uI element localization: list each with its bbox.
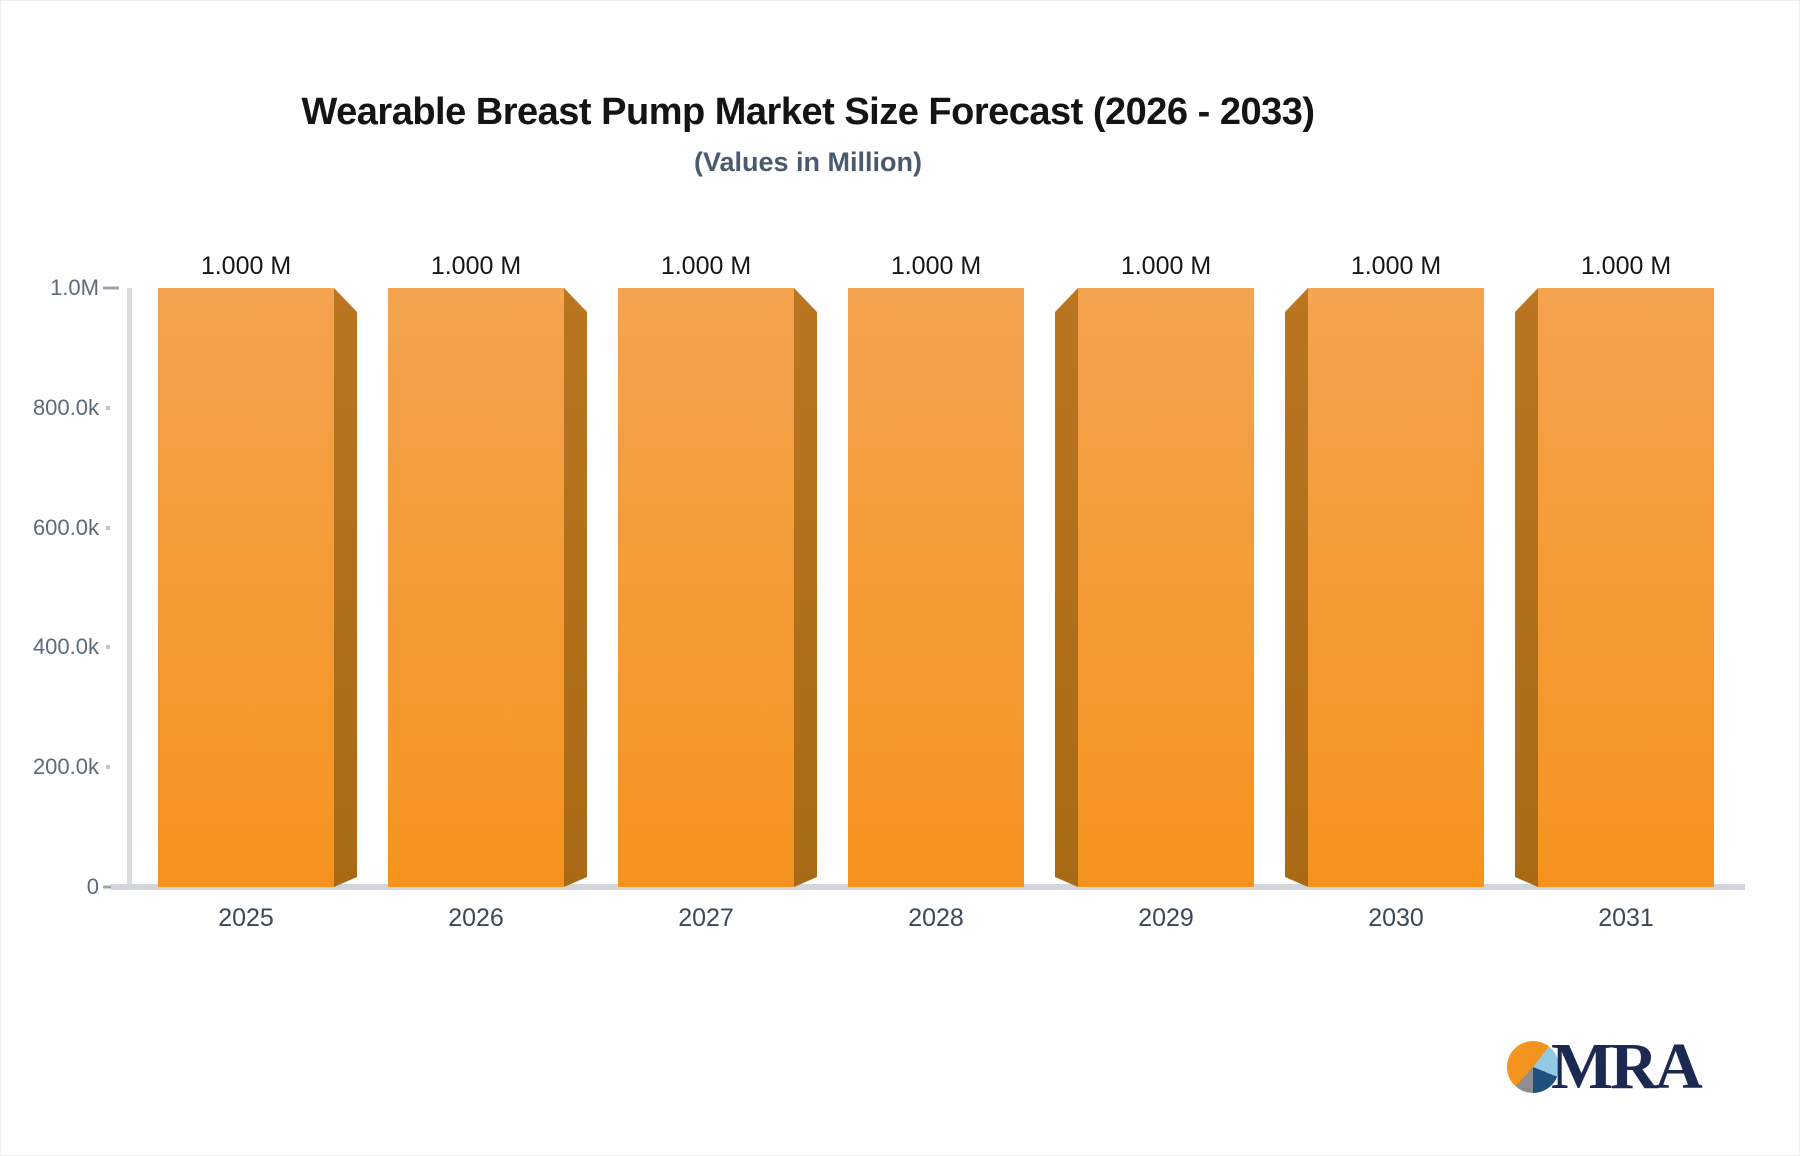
x-tick-label-2030: 2030 <box>1368 904 1424 932</box>
bar-side-face <box>564 288 587 887</box>
bar-value-label: 1.000 M <box>430 252 522 280</box>
x-tick-label-2026: 2026 <box>448 904 504 932</box>
x-tick-label-2027: 2027 <box>678 904 734 932</box>
bar-group-2030: 1.000 M 2030 <box>1281 252 1511 932</box>
y-axis-line <box>127 288 132 887</box>
bar-value-label: 1.000 M <box>1120 252 1212 280</box>
bar-group-2026: 1.000 M 2026 <box>361 252 591 932</box>
x-tick-label-2025: 2025 <box>218 904 274 932</box>
bar-side-face <box>1285 288 1308 887</box>
bar-value-label: 1.000 M <box>1580 252 1672 280</box>
bar-2030[interactable] <box>1308 288 1484 887</box>
y-tick-label-0: 0 <box>86 874 99 899</box>
y-tick-label-1.0M: 1.0M <box>50 275 99 300</box>
y-tick-label-800k: 800.0k <box>32 394 99 420</box>
bar-side-face <box>1055 288 1078 887</box>
y-tick-label-600k: 600.0k <box>32 514 99 540</box>
bar-side-face <box>794 288 817 887</box>
bar-2026[interactable] <box>388 288 564 887</box>
bar-2028[interactable] <box>848 288 1024 887</box>
bar-side-face <box>1515 288 1538 887</box>
tick-mark-icon <box>106 405 110 410</box>
chart-header: Wearable Breast Pump Market Size Forecas… <box>1 91 1615 178</box>
bar-2025[interactable] <box>158 288 334 887</box>
x-tick-label-2029: 2029 <box>1138 904 1194 932</box>
plot-area: 1.000 M 2025 1.000 M 2026 1.000 M 2027 1… <box>131 252 1741 932</box>
y-tick-label-200k: 200.0k <box>32 754 99 780</box>
mra-logo: MRA <box>1507 1030 1703 1103</box>
bar-2027[interactable] <box>618 288 794 887</box>
x-axis-line <box>111 884 1745 890</box>
bar-2031[interactable] <box>1538 288 1714 887</box>
bar-value-label: 1.000 M <box>1350 252 1442 280</box>
bar-group-2027: 1.000 M 2027 <box>591 252 821 932</box>
x-tick-label-2028: 2028 <box>908 904 964 932</box>
bar-2029[interactable] <box>1078 288 1254 887</box>
tick-mark-icon <box>106 765 110 770</box>
tick-mark-icon <box>106 525 110 530</box>
chart-subtitle: (Values in Million) <box>693 147 923 177</box>
bar-value-label: 1.000 M <box>660 252 752 280</box>
y-tick-label-400k: 400.0k <box>32 634 99 660</box>
bar-value-label: 1.000 M <box>200 252 292 280</box>
bar-group-2028: 1.000 M 2028 <box>821 252 1051 932</box>
bar-side-face <box>334 288 357 887</box>
y-axis-labels: 1.0M 800.0k 600.0k 400.0k 200.0k 0 <box>1 275 99 899</box>
y-axis-tick-marks <box>103 286 121 889</box>
tick-mark-icon <box>106 645 110 650</box>
mra-pie-chart-icon <box>1507 1041 1559 1093</box>
x-tick-label-2031: 2031 <box>1598 904 1654 932</box>
bar-group-2031: 1.000 M 2031 <box>1511 252 1741 932</box>
tick-mark-icon <box>103 286 119 290</box>
chart-title: Wearable Breast Pump Market Size Forecas… <box>301 91 1315 133</box>
bar-group-2029: 1.000 M 2029 <box>1051 252 1281 932</box>
bar-value-label: 1.000 M <box>890 252 982 280</box>
mra-logo-text: MRA <box>1551 1030 1703 1103</box>
bar-group-2025: 1.000 M 2025 <box>131 252 361 932</box>
